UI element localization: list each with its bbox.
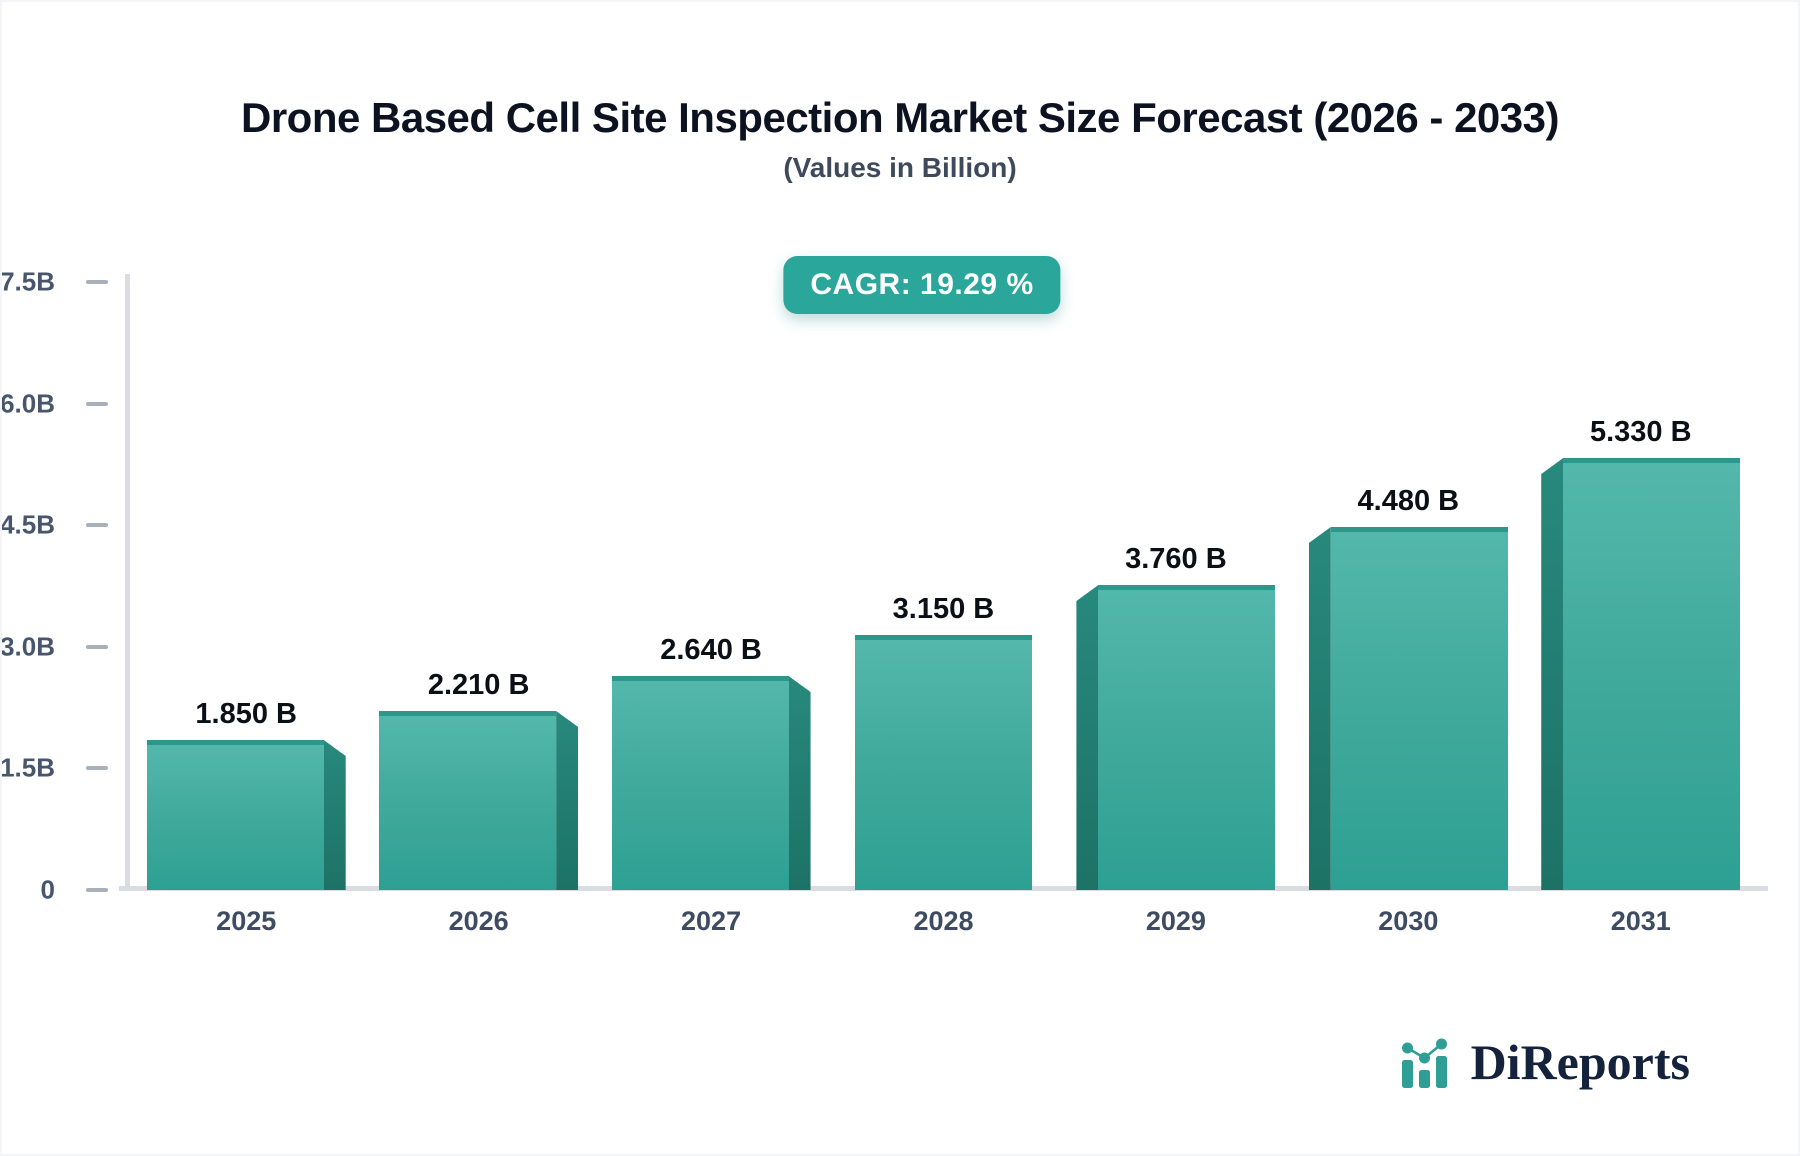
bar-face [611,676,789,890]
bar-2029: 3.760 B [1076,543,1276,890]
y-tick-label: 6.0B [0,388,55,419]
x-axis-label-2025: 2025 [216,906,277,936]
bar-slot: 2.210 B [362,282,594,890]
bar-value-label: 3.150 B [892,593,995,625]
bar-face [1330,527,1508,890]
bar-2026: 2.210 B [379,669,579,890]
bar-side-face [1541,458,1564,890]
bars-container: 1.850 B 2.210 B 2.640 B 3.150 B 3.760 B 4.480… [130,282,1757,890]
bar-face [379,711,557,890]
bar-2025: 1.850 B [146,698,346,890]
bar-side-face [556,711,579,890]
bar-2031: 5.330 B [1541,416,1741,890]
bar-face [854,635,1032,890]
y-tick-mark [86,280,108,284]
bar-2030: 4.480 B [1308,485,1508,890]
bar-value-label: 2.210 B [427,669,530,701]
bar-face [1563,458,1741,890]
cagr-badge: CAGR: 19.29 % [783,256,1061,314]
logo-icon [1401,1038,1447,1088]
x-axis-label-2031: 2031 [1610,906,1671,936]
bar-slot: 4.480 B [1292,282,1524,890]
bar-slot: 1.850 B [130,282,362,890]
y-tick-label: 0 [40,874,55,905]
bar-slot: 3.150 B [827,282,1059,890]
y-tick-label: 4.5B [0,509,55,540]
bar-slot: 5.330 B [1525,282,1757,890]
y-tick-mark [86,766,108,771]
direports-logo: DiReports [1398,1030,1690,1094]
y-tick-mark [86,401,108,406]
bar-side-face [1308,527,1331,890]
plot-area: 0 1.5B 3.0B 4.5B 6.0B 7.5B 1.850 B 2.210 B 2.64… [2,267,1768,936]
bar-slot: 3.760 B [1060,282,1292,890]
bar-value-label: 3.760 B [1125,543,1227,575]
x-axis-label-2030: 2030 [1378,906,1439,936]
logo-text: DiReports [1470,1034,1690,1090]
y-tick-mark [86,523,108,528]
y-tick-mark [86,644,108,649]
bar-side-face [788,676,811,890]
bar-value-label: 4.480 B [1357,485,1460,517]
bar-face [1098,585,1276,890]
bar-2027: 2.640 B [611,634,811,890]
y-tick-label: 1.5B [0,752,55,783]
x-axis-label-2028: 2028 [913,906,974,936]
bar-value-label: 1.850 B [195,698,297,730]
bar-2028: 3.150 B [854,593,1032,890]
x-axis-label-2026: 2026 [448,906,509,936]
bar-side-face [323,740,346,890]
bar-value-label: 5.330 B [1589,416,1692,448]
bar-side-face [1076,585,1099,890]
bar-slot: 2.640 B [595,282,827,890]
bar-value-label: 2.640 B [660,634,762,666]
y-tick-mark [86,888,108,892]
y-axis-line [125,274,130,891]
x-axis-label-2027: 2027 [681,906,742,936]
y-tick-label: 3.0B [0,631,55,662]
bar-face [146,740,324,890]
x-axis-label-2029: 2029 [1145,906,1206,936]
x-axis-labels: 2025 2026 2027 2028 2029 2030 2031 [130,906,1757,937]
y-tick-label: 7.5B [0,266,55,297]
chart-subtitle: (Values in Billion) [783,152,1017,183]
chart-title: Drone Based Cell Site Inspection Market … [240,94,1560,141]
